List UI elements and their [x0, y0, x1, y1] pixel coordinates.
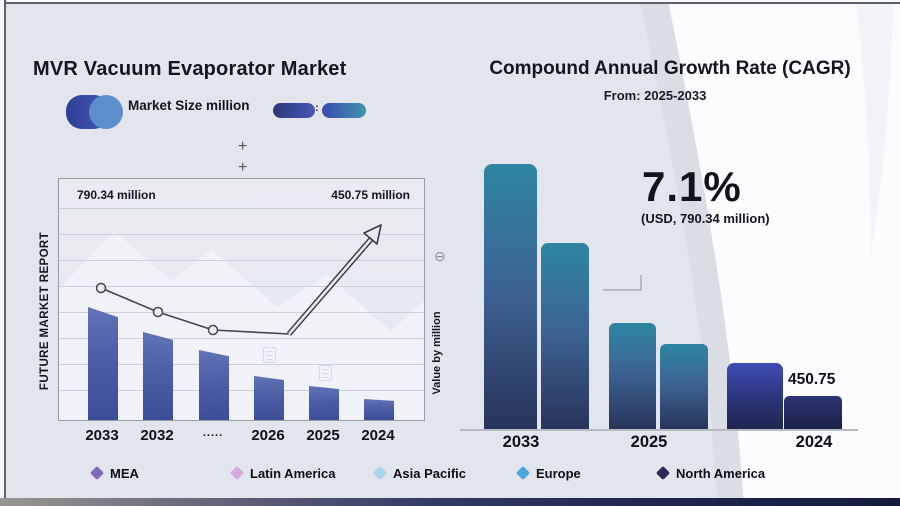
watermark-doc-icon	[263, 347, 276, 363]
cagr-title: Compound Annual Growth Rate (CAGR)	[489, 58, 851, 79]
plus-decor-icon: +	[238, 159, 248, 176]
legend-pill-colon: :	[315, 102, 319, 114]
cagr-bar-2025-secondary	[660, 344, 708, 429]
diamond-icon	[655, 465, 671, 481]
legend-item-label: North America	[676, 466, 766, 481]
legend-pill-right	[322, 103, 366, 118]
x-tick-label: 2025	[630, 433, 668, 451]
bar-2032	[143, 332, 173, 420]
x-tick-label: 2026	[251, 427, 285, 444]
legend-item-label: MEA	[110, 466, 139, 481]
right-chart-plot: 450.75 2033 2025 2024	[460, 150, 860, 451]
frame-edge	[0, 0, 900, 2]
gridline	[59, 338, 424, 339]
bar-2026	[254, 376, 284, 420]
gridline	[59, 260, 424, 261]
frame-edge	[0, 2, 900, 4]
gridline	[59, 286, 424, 287]
plus-decor-icon: +	[238, 138, 248, 155]
gridline	[59, 364, 424, 365]
cagr-bar-2033-secondary	[541, 243, 589, 429]
cagr-note: (USD, 790.34 million)	[641, 211, 770, 226]
cagr-bar-2024-primary	[727, 363, 783, 429]
left-chart-plot: 790.34 million 450.75 million	[58, 178, 425, 421]
bottom-accent-bar	[0, 498, 900, 506]
page-title: MVR Vacuum Evaporator Market	[33, 58, 347, 80]
gridline	[59, 208, 424, 209]
gridline	[59, 312, 424, 313]
cagr-value: 7.1%	[642, 163, 742, 210]
watermark-side-label: FUTURE MARKET REPORT	[39, 231, 51, 391]
right-chart-baseline	[460, 429, 858, 431]
circle-minus-icon: ⊖	[434, 248, 446, 264]
legend-item-label: Latin America	[250, 466, 336, 481]
bar-.....	[199, 350, 229, 420]
cagr-subtitle: From: 2025-2033	[603, 88, 707, 103]
legend-pill-left	[273, 103, 315, 118]
step-bracket-decor	[603, 275, 642, 291]
gridline	[59, 390, 424, 391]
diamond-icon	[515, 465, 531, 481]
diamond-icon	[372, 465, 388, 481]
legend-item-label: Asia Pacific	[393, 466, 466, 481]
diamond-icon	[229, 465, 245, 481]
bar-2025	[309, 386, 339, 420]
left-chart-x-axis: 2033 2032..... 2026 2025 2024	[58, 427, 425, 447]
x-tick-label: 2033	[85, 427, 119, 444]
trend-line-arrow	[95, 224, 382, 336]
x-tick-label: 2033	[502, 433, 540, 451]
x-tick-label: 2025	[306, 427, 340, 444]
cagr-bar-2033-primary	[484, 164, 537, 429]
x-tick-label: .....	[202, 427, 224, 439]
region-legend: MEA Latin America Asia Pacific Europe North …	[0, 462, 900, 488]
right-chart-data-label: 450.75	[788, 371, 836, 388]
legend-item-label: Europe	[536, 466, 581, 481]
watermark-doc-icon	[319, 365, 332, 381]
bar-2024	[364, 399, 394, 420]
cylinder-icon	[66, 95, 123, 129]
frame-edge	[4, 0, 6, 506]
value-axis-label: Value by million	[431, 311, 443, 395]
bar-2033	[88, 307, 118, 420]
cagr-bar-2024-secondary	[784, 396, 842, 429]
x-tick-label: 2032	[140, 427, 174, 444]
left-chart-end-value: 450.75 million	[331, 188, 410, 202]
market-size-legend-label: Market Size million	[128, 98, 250, 113]
left-chart-start-value: 790.34 million	[77, 188, 156, 202]
cagr-bar-2025-primary	[609, 323, 656, 429]
gridline	[59, 234, 424, 235]
frame-edge	[0, 0, 4, 506]
x-tick-label: 2024	[795, 433, 833, 451]
x-tick-label: 2024	[361, 427, 395, 444]
diamond-icon	[89, 465, 105, 481]
